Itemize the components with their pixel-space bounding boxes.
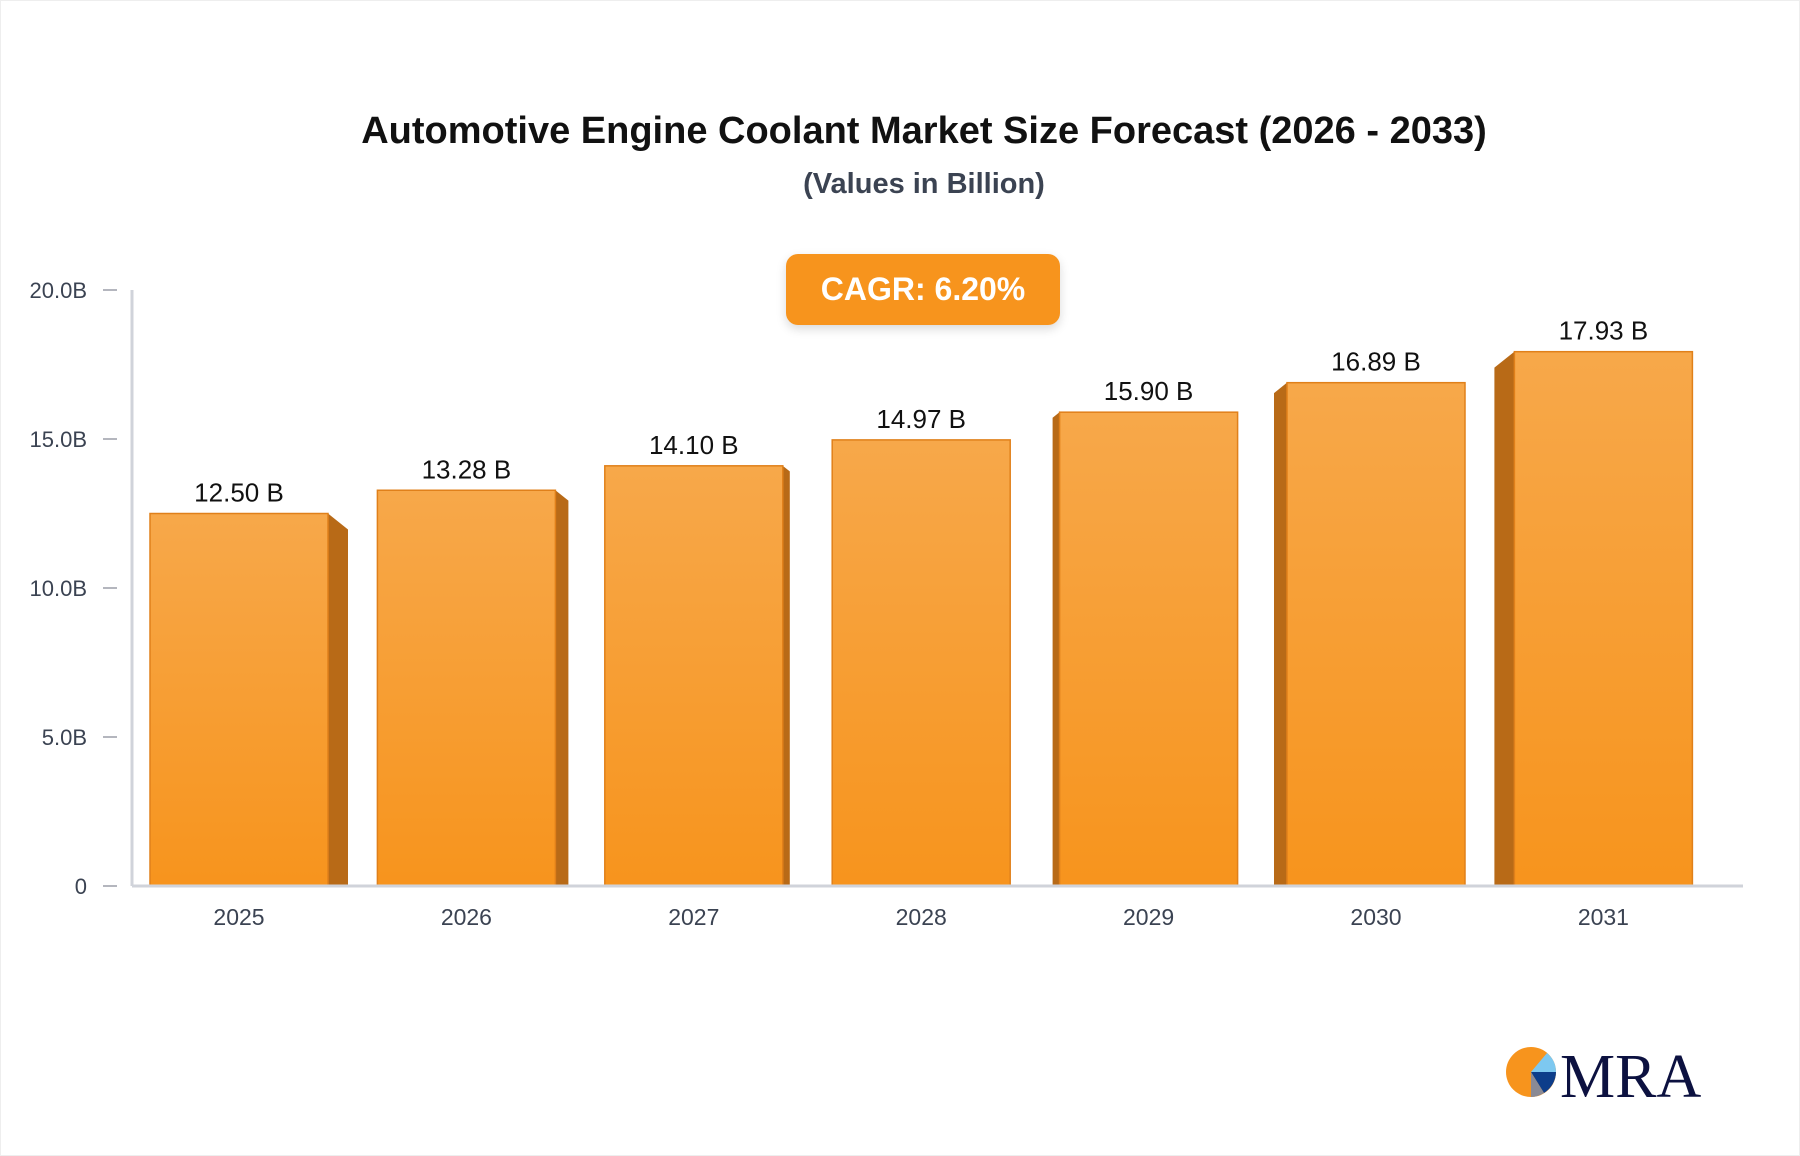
bar-side (1494, 351, 1515, 886)
bar-2025 (149, 512, 329, 887)
bar-side (782, 465, 790, 886)
x-tick-label: 2031 (1578, 904, 1629, 930)
y-tick-label: 0 (75, 874, 87, 899)
data-label: 17.93 B (1559, 316, 1649, 346)
bar-2028 (831, 439, 1011, 887)
y-tick-label: 15.0B (30, 427, 88, 452)
data-label: 12.50 B (194, 478, 284, 508)
mra-logo: MRA (1505, 1040, 1705, 1111)
x-tick-label: 2030 (1350, 904, 1401, 930)
data-label: 15.90 B (1104, 376, 1194, 406)
chart-title: Automotive Engine Coolant Market Size Fo… (361, 110, 1487, 152)
bar-2026 (376, 489, 557, 887)
y-tick-label: 10.0B (30, 576, 88, 601)
bar-2031 (1513, 350, 1694, 887)
data-label: 13.28 B (422, 454, 512, 484)
cagr-badge: CAGR: 6.20% (786, 254, 1060, 325)
data-label: 14.10 B (649, 430, 739, 460)
bar-side (1274, 382, 1287, 886)
x-tick-label: 2029 (1123, 904, 1174, 930)
bar-side (1052, 412, 1060, 886)
y-tick-label: 20.0B (30, 278, 88, 303)
x-tick-label: 2027 (668, 904, 719, 930)
data-label: 16.89 B (1331, 347, 1421, 377)
bar-2029 (1058, 411, 1239, 887)
bar-side (328, 513, 348, 886)
bar-2030 (1286, 381, 1466, 887)
y-tick-label: 5.0B (42, 725, 87, 750)
x-tick-label: 2026 (441, 904, 492, 930)
bar-side (555, 490, 569, 886)
chart-subtitle: (Values in Billion) (803, 168, 1045, 200)
data-label: 14.97 B (876, 404, 966, 434)
bar-2027 (604, 465, 784, 887)
x-tick-label: 2028 (896, 904, 947, 930)
x-tick-label: 2025 (213, 904, 264, 930)
logo-text: MRA (1560, 1043, 1701, 1105)
